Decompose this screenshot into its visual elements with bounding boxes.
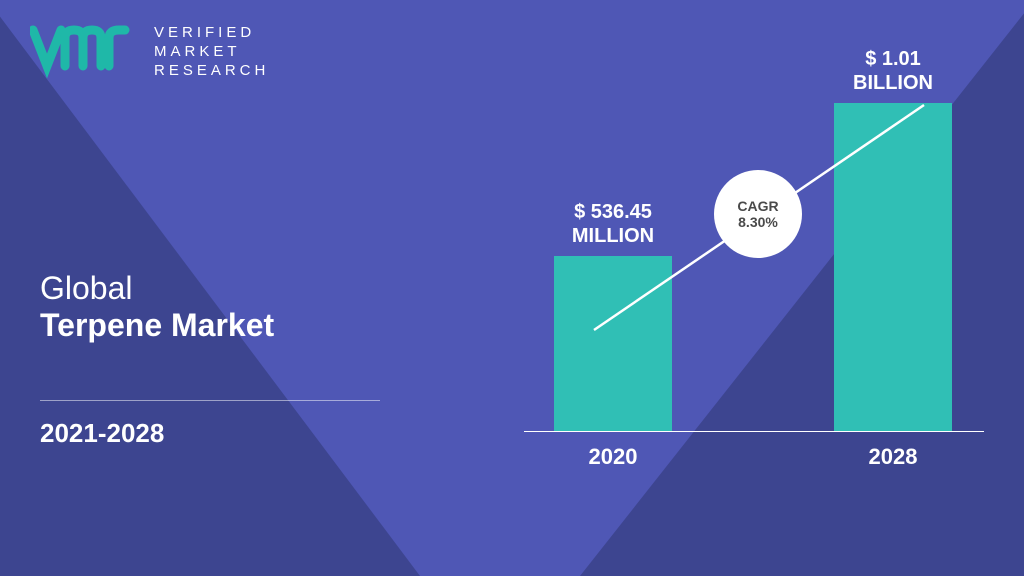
logo-line1: VERIFIED — [154, 24, 269, 43]
title-line2: Terpene Market — [40, 307, 274, 344]
x-label-2020: 2020 — [544, 444, 682, 470]
bar-2028 — [834, 103, 952, 431]
bar-label-2028-value: $ 1.01 — [824, 47, 962, 71]
year-range: 2021-2028 — [40, 418, 164, 449]
logo: VERIFIED MARKET RESEARCH — [30, 24, 269, 80]
infographic-container: VERIFIED MARKET RESEARCH Global Terpene … — [0, 0, 1024, 576]
title-block: Global Terpene Market — [40, 270, 274, 344]
title-line1: Global — [40, 270, 274, 307]
x-label-2028: 2028 — [824, 444, 962, 470]
chart-area: $ 536.45 MILLION 2020 $ 1.01 BILLION 202… — [524, 40, 984, 470]
logo-line2: MARKET — [154, 43, 269, 62]
cagr-badge: CAGR 8.30% — [714, 170, 802, 258]
bar-label-2020: $ 536.45 MILLION — [544, 200, 682, 248]
bar-label-2020-value: $ 536.45 — [544, 200, 682, 224]
divider-line — [40, 400, 380, 401]
content-layer: VERIFIED MARKET RESEARCH Global Terpene … — [0, 0, 1024, 576]
bar-label-2020-unit: MILLION — [544, 224, 682, 248]
bar-2020 — [554, 256, 672, 431]
logo-text: VERIFIED MARKET RESEARCH — [154, 24, 269, 80]
bar-label-2028-unit: BILLION — [824, 71, 962, 95]
cagr-value: 8.30% — [738, 214, 778, 230]
logo-line3: RESEARCH — [154, 62, 269, 81]
bar-label-2028: $ 1.01 BILLION — [824, 47, 962, 95]
cagr-label: CAGR — [737, 198, 778, 214]
logo-icon — [30, 24, 140, 80]
